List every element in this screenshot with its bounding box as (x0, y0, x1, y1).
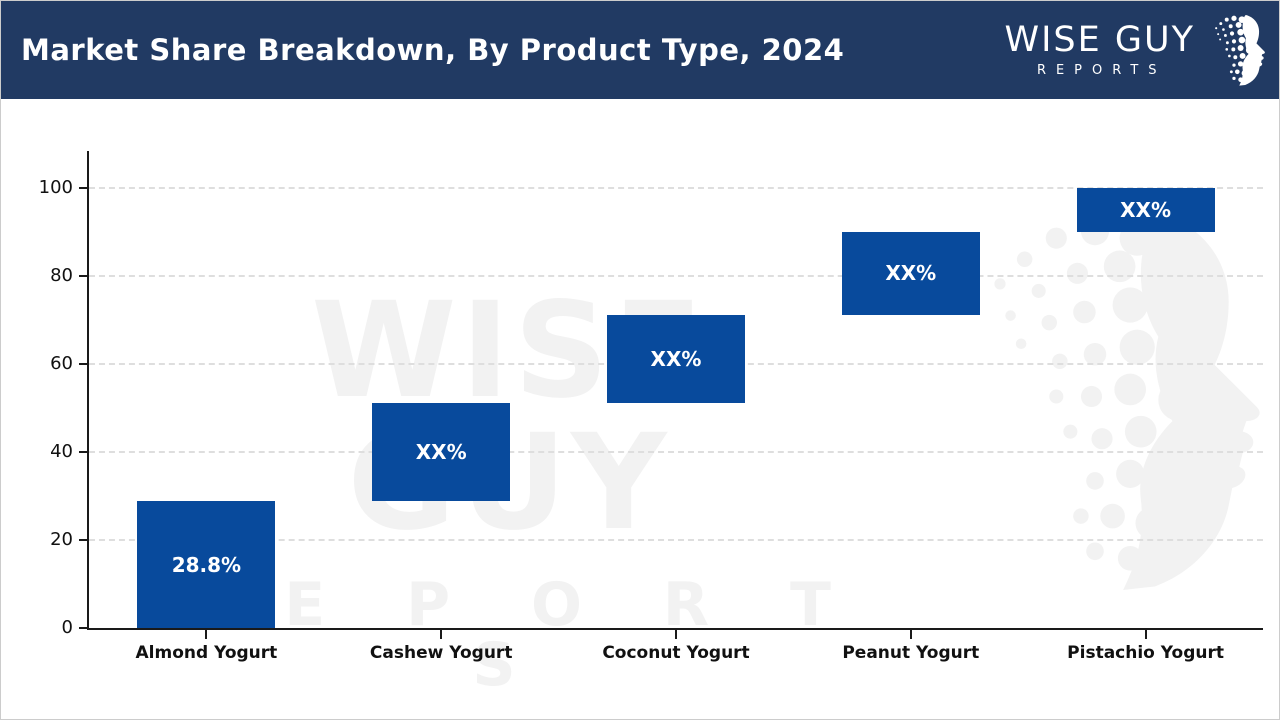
y-axis-line (87, 151, 89, 630)
logo-wordmark: WISE GUY (1004, 20, 1195, 60)
y-tick-80 (79, 274, 88, 277)
y-tick-40 (79, 450, 88, 453)
x-tick-label-almond-yogurt: Almond Yogurt (135, 643, 278, 663)
bar-peanut-yogurt: XX% (841, 231, 980, 316)
y-tick-label-100: 100 (38, 176, 73, 198)
x-tick-label-coconut-yogurt: Coconut Yogurt (602, 643, 750, 663)
y-tick-20 (79, 538, 88, 541)
x-tick-label-pistachio-yogurt: Pistachio Yogurt (1067, 643, 1224, 663)
bar-cashew-yogurt: XX% (372, 403, 511, 502)
chart-area: WISE GUY R E P O R T S 02040608010028.8%… (1, 99, 1279, 719)
y-tick-100 (79, 186, 88, 189)
x-tick-cashew-yogurt (440, 630, 443, 639)
gridline-100 (89, 186, 1263, 189)
x-tick-peanut-yogurt (909, 630, 912, 639)
bar-value-label-peanut-yogurt: XX% (885, 261, 937, 286)
bar-coconut-yogurt: XX% (607, 315, 745, 404)
y-tick-label-40: 40 (50, 440, 73, 462)
x-axis-line (87, 628, 1263, 630)
x-tick-label-peanut-yogurt: Peanut Yogurt (842, 643, 980, 663)
page-title: Market Share Breakdown, By Product Type,… (21, 33, 845, 67)
x-tick-pistachio-yogurt (1144, 630, 1147, 639)
y-tick-label-80: 80 (50, 264, 73, 286)
y-tick-label-60: 60 (50, 352, 73, 374)
x-tick-coconut-yogurt (675, 630, 677, 639)
x-tick-almond-yogurt (205, 630, 208, 639)
logo-text: WISE GUY REPORTS (1004, 20, 1195, 78)
bar-pistachio-yogurt: XX% (1076, 187, 1215, 232)
y-tick-0 (79, 627, 88, 629)
gridline-40 (89, 450, 1263, 453)
plot-area: 0 20 40 60 80 100 28.8% Almond Yogurt XX% Cashew … (1, 99, 1279, 719)
y-tick-label-0: 0 (61, 617, 73, 638)
bar-value-label-pistachio-yogurt: XX% (1120, 197, 1172, 222)
logo-subtext: REPORTS (1036, 63, 1167, 78)
gridline-80 (89, 274, 1263, 277)
y-tick-60 (79, 362, 88, 365)
gridline-20 (89, 538, 1263, 541)
y-tick-label-20: 20 (50, 528, 73, 550)
x-tick-label-cashew-yogurt: Cashew Yogurt (369, 643, 513, 663)
bar-value-label-cashew-yogurt: XX% (415, 440, 467, 465)
wiseguy-logo: WISE GUY REPORTS (1004, 1, 1267, 99)
wiseguy-face-icon (1201, 11, 1267, 89)
bar-value-label-coconut-yogurt: XX% (650, 347, 702, 372)
header: Market Share Breakdown, By Product Type,… (1, 1, 1279, 99)
bar-value-label-almond-yogurt: 28.8% (171, 552, 242, 577)
bar-almond-yogurt: 28.8% (137, 501, 276, 628)
